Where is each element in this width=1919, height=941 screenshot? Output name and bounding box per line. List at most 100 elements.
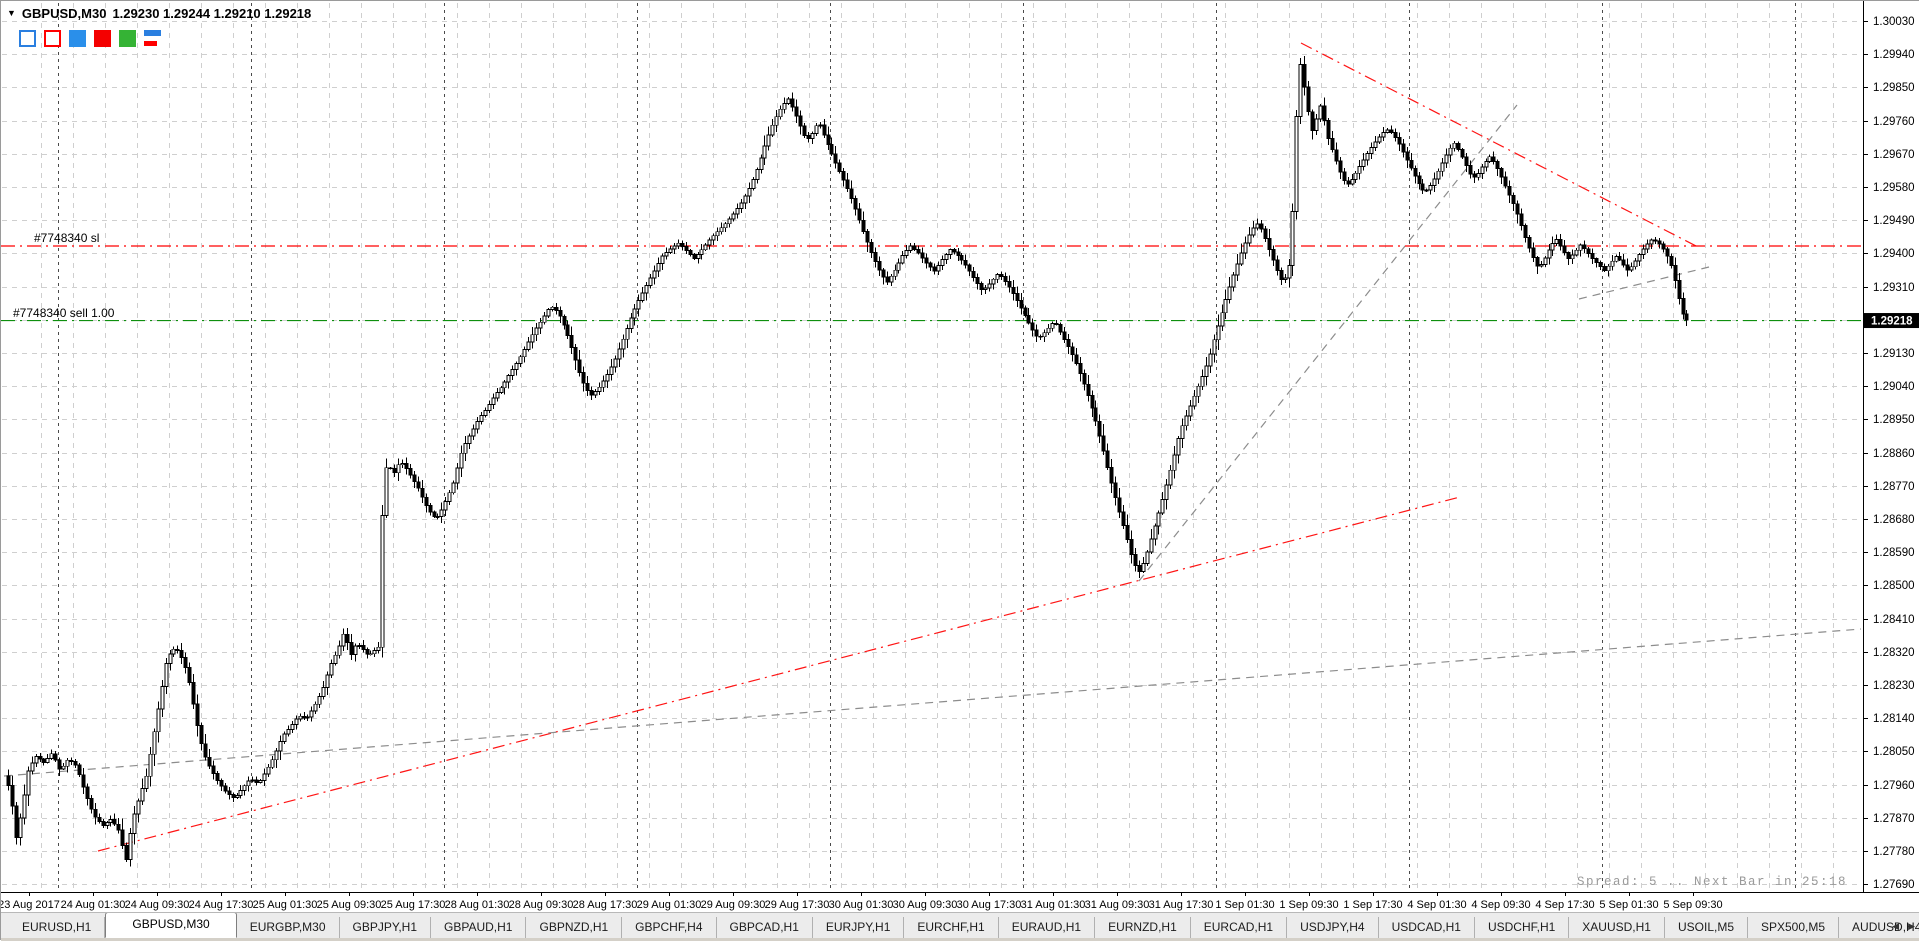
time-tick-label: 23 Aug 2017 [1, 899, 60, 911]
price-tick-label: 1.28770 [1873, 481, 1915, 493]
time-tick-label: 28 Aug 01:30 [445, 899, 510, 911]
price-tick-label: 1.29580 [1873, 182, 1915, 194]
price-tick-label: 1.28680 [1873, 514, 1915, 526]
time-tick-label: 25 Aug 17:30 [381, 899, 446, 911]
time-tick-label: 30 Aug 17:30 [957, 899, 1022, 911]
time-tick-label: 28 Aug 17:30 [573, 899, 638, 911]
price-tick-label: 1.29400 [1873, 248, 1915, 260]
time-tick-label: 5 Sep 09:30 [1663, 899, 1722, 911]
price-tick-label: 1.29760 [1873, 116, 1915, 128]
price-tick-label: 1.28140 [1873, 713, 1915, 725]
order-sell-label: #7748340 sell 1.00 [13, 305, 115, 320]
chart-svg[interactable]: 1.30030 1.29940 1.29850 1.29760 1.29670 1.295… [1, 1, 1919, 912]
tab-gbpaud-h1[interactable]: GBPAUD,H1 [431, 917, 527, 938]
time-tick-label: 31 Aug 17:30 [1149, 899, 1214, 911]
blue-red-bars-button-icon[interactable] [144, 30, 161, 47]
time-tick-label: 29 Aug 09:30 [701, 899, 766, 911]
chart-header: ▼ GBPUSD,M30 1.29230 1.29244 1.29210 1.2… [7, 6, 311, 21]
time-tick-label: 31 Aug 09:30 [1085, 899, 1150, 911]
price-tick-label: 1.28230 [1873, 680, 1915, 692]
axes: 1.30030 1.29940 1.29850 1.29760 1.29670 1.295… [1, 1, 1919, 911]
svg-text:1.29218: 1.29218 [1871, 316, 1913, 328]
tab-audusd-h4[interactable]: AUDUSD,H4 [1839, 917, 1919, 938]
order-stoploss-label: #7748340 sl [34, 231, 100, 246]
time-tick-label: 29 Aug 01:30 [637, 899, 702, 911]
spread-next-bar-text: Spread: 5 .. Next Bar in 25:18 [1577, 875, 1847, 889]
time-tick-label: 4 Sep 17:30 [1535, 899, 1594, 911]
solid-green-square-button-icon[interactable] [119, 30, 136, 47]
tab-usdjpy-h4[interactable]: USDJPY,H4 [1287, 917, 1379, 938]
symbol-title: GBPUSD,M30 [21, 6, 107, 21]
tab-usdchf-h1[interactable]: USDCHF,H1 [1475, 917, 1570, 938]
solid-red-square-button-icon[interactable] [94, 30, 111, 47]
time-tick-label: 1 Sep 01:30 [1215, 899, 1274, 911]
tab-eurusd-h1[interactable]: EURUSD,H1 [9, 917, 106, 938]
price-tick-label: 1.29130 [1873, 348, 1915, 360]
short-wedge-gray[interactable] [1578, 266, 1710, 300]
price-tick-label: 1.27960 [1873, 780, 1915, 792]
tab-eurchf-h1[interactable]: EURCHF,H1 [904, 917, 999, 938]
time-tick-label: 1 Sep 09:30 [1279, 899, 1338, 911]
price-tick-label: 1.29940 [1873, 49, 1915, 61]
long-shallow-gray[interactable] [3, 628, 1862, 777]
tab-eurgbp-m30[interactable]: EURGBP,M30 [237, 917, 340, 938]
tab-gbpjpy-h1[interactable]: GBPJPY,H1 [340, 917, 432, 938]
price-tick-label: 1.27780 [1873, 846, 1915, 858]
ascending-support-red[interactable] [97, 496, 1461, 852]
price-tick-label: 1.29670 [1873, 149, 1915, 161]
price-tick-label: 1.27690 [1873, 879, 1915, 891]
symbol-dropdown-icon[interactable]: ▼ [7, 7, 16, 18]
time-tick-label: 31 Aug 01:30 [1021, 899, 1086, 911]
tab-spx500-m5[interactable]: SPX500,M5 [1748, 917, 1840, 938]
tab-eurjpy-h1[interactable]: EURJPY,H1 [813, 917, 905, 938]
tab-scroll-right-icon[interactable]: ▶ [1908, 921, 1915, 931]
time-tick-label: 30 Aug 09:30 [893, 899, 958, 911]
hollow-red-square-button-icon[interactable] [44, 30, 61, 47]
tab-scroll-left-icon[interactable]: ◀ [1892, 921, 1900, 931]
time-tick-label: 28 Aug 09:30 [509, 899, 574, 911]
time-tick-label: 4 Sep 09:30 [1471, 899, 1530, 911]
tab-xauusd-h1[interactable]: XAUUSD,H1 [1569, 917, 1665, 938]
time-tick-label: 25 Aug 09:30 [317, 899, 382, 911]
tab-scroll-arrows: ◀ ▶ [1892, 921, 1915, 932]
tab-usoil-m5[interactable]: USOIL,M5 [1665, 917, 1748, 938]
price-tick-label: 1.28050 [1873, 746, 1915, 758]
tab-gbpusd-m30[interactable]: GBPUSD,M30 [105, 913, 237, 938]
price-tick-label: 1.28590 [1873, 547, 1915, 559]
current-price-tag: 1.29218 [1864, 313, 1919, 329]
time-tick-label: 29 Aug 17:30 [765, 899, 830, 911]
time-tick-label: 24 Aug 09:30 [125, 899, 190, 911]
time-tick-label: 30 Aug 01:30 [829, 899, 894, 911]
price-tick-label: 1.30030 [1873, 16, 1915, 28]
price-tick-label: 1.28500 [1873, 580, 1915, 592]
tab-eurcad-h1[interactable]: EURCAD,H1 [1191, 917, 1288, 938]
hollow-blue-square-button-icon[interactable] [19, 30, 36, 47]
time-tick-label: 24 Aug 01:30 [61, 899, 126, 911]
time-tick-label: 24 Aug 17:30 [189, 899, 254, 911]
tab-gbpcad-h1[interactable]: GBPCAD,H1 [717, 917, 813, 938]
candles [6, 56, 1689, 867]
chart-objects [1, 42, 1863, 852]
price-tick-label: 1.29490 [1873, 215, 1915, 227]
time-tick-label: 5 Sep 01:30 [1599, 899, 1658, 911]
tab-gbpnzd-h1[interactable]: GBPNZD,H1 [526, 917, 623, 938]
ohlc-values: 1.29230 1.29244 1.29210 1.29218 [112, 6, 312, 21]
price-tick-label: 1.29040 [1873, 381, 1915, 393]
price-tick-label: 1.28410 [1873, 614, 1915, 626]
tab-eurnzd-h1[interactable]: EURNZD,H1 [1095, 917, 1191, 938]
tab-usdcad-h1[interactable]: USDCAD,H1 [1379, 917, 1475, 938]
tab-euraud-h1[interactable]: EURAUD,H1 [999, 917, 1096, 938]
price-tick-label: 1.28860 [1873, 448, 1915, 460]
descending-resistance-red[interactable] [1300, 42, 1699, 248]
time-tick-label: 4 Sep 01:30 [1407, 899, 1466, 911]
tab-gbpchf-h4[interactable]: GBPCHF,H4 [622, 917, 717, 938]
time-tick-label: 1 Sep 17:30 [1343, 899, 1402, 911]
solid-blue-square-button-icon[interactable] [69, 30, 86, 47]
price-tick-label: 1.28950 [1873, 414, 1915, 426]
steep-ascending-gray[interactable] [1138, 104, 1518, 582]
price-tick-label: 1.29310 [1873, 282, 1915, 294]
time-tick-label: 25 Aug 01:30 [253, 899, 318, 911]
price-tick-label: 1.29850 [1873, 82, 1915, 94]
chart-tab-bar: EURUSD,H1 GBPUSD,M30 EURGBP,M30 GBPJPY,H1 GB… [1, 912, 1919, 938]
